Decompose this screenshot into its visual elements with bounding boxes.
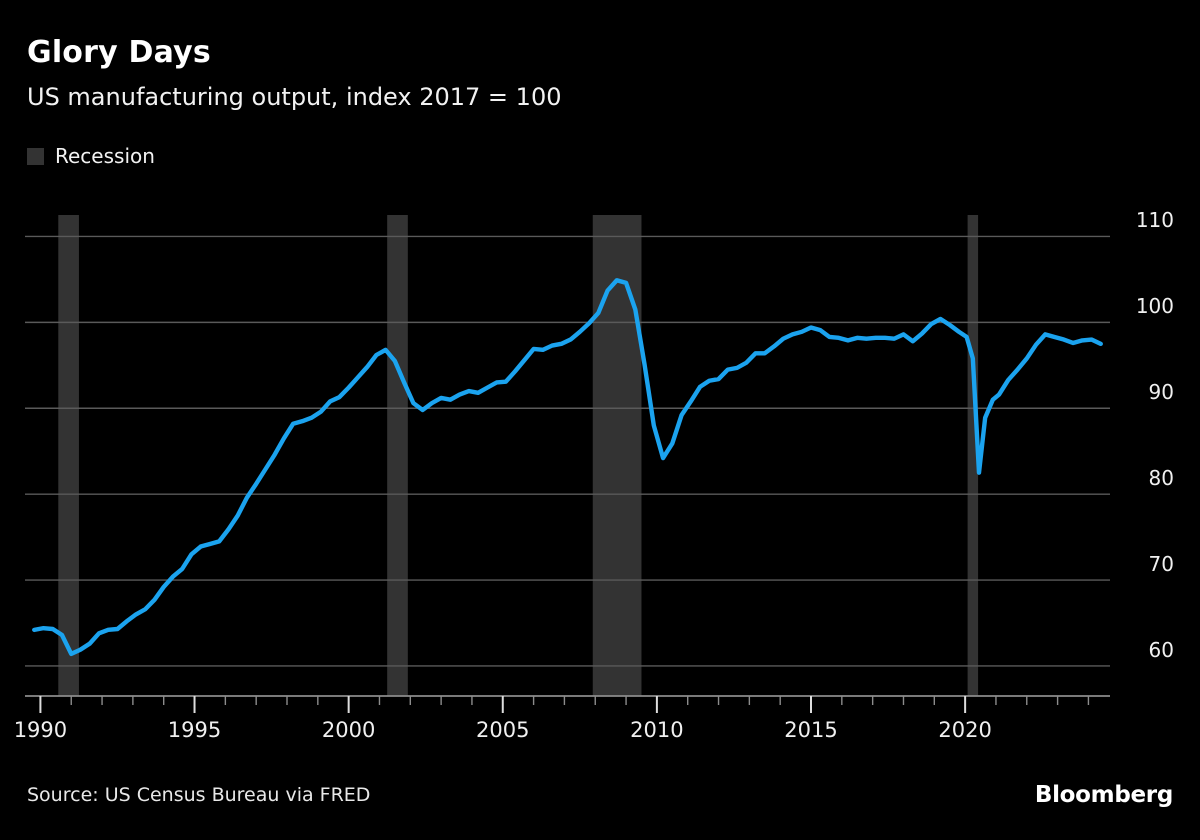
- x-axis-tick-label: 2015: [784, 718, 838, 742]
- recession-band: [58, 215, 79, 696]
- x-axis-tick-label: 2005: [476, 718, 530, 742]
- gridlines-layer: [25, 235, 1110, 667]
- recession-swatch-icon: [27, 147, 44, 165]
- y-axis-tick-label: 70: [1148, 552, 1174, 577]
- y-axis-tick-label: 110: [1135, 208, 1174, 233]
- recession-band: [592, 215, 642, 696]
- x-axis-tick-label: 1995: [167, 718, 222, 742]
- y-axis-tick-label: 80: [1148, 466, 1174, 491]
- bloomberg-logo: Bloomberg: [1034, 782, 1173, 808]
- chart-title: Glory Days: [27, 35, 211, 70]
- data-line-layer: [32, 278, 1103, 657]
- y-axis-tick-label: 90: [1148, 380, 1174, 405]
- x-axis-tick-label: 2000: [321, 718, 376, 742]
- y-axis-tick-label: 60: [1148, 637, 1174, 662]
- x-axis-tick-label: 2020: [938, 718, 992, 742]
- x-axis-layer: [25, 695, 1110, 713]
- chart-subtitle: US manufacturing output, index 2017 = 10…: [27, 83, 562, 111]
- legend-item-recession-label: Recession: [55, 144, 155, 168]
- chart-legend: Recession: [27, 146, 155, 166]
- source-note: Source: US Census Bureau via FRED: [27, 784, 371, 806]
- data-series-line: [32, 278, 1103, 657]
- x-axis-tick-label: 2010: [630, 718, 684, 742]
- y-axis-tick-label: 100: [1135, 294, 1174, 319]
- x-axis-tick-label: 1990: [13, 718, 68, 742]
- recession-band: [387, 215, 408, 696]
- recession-band: [967, 215, 979, 696]
- recession-bands-layer: [58, 215, 979, 696]
